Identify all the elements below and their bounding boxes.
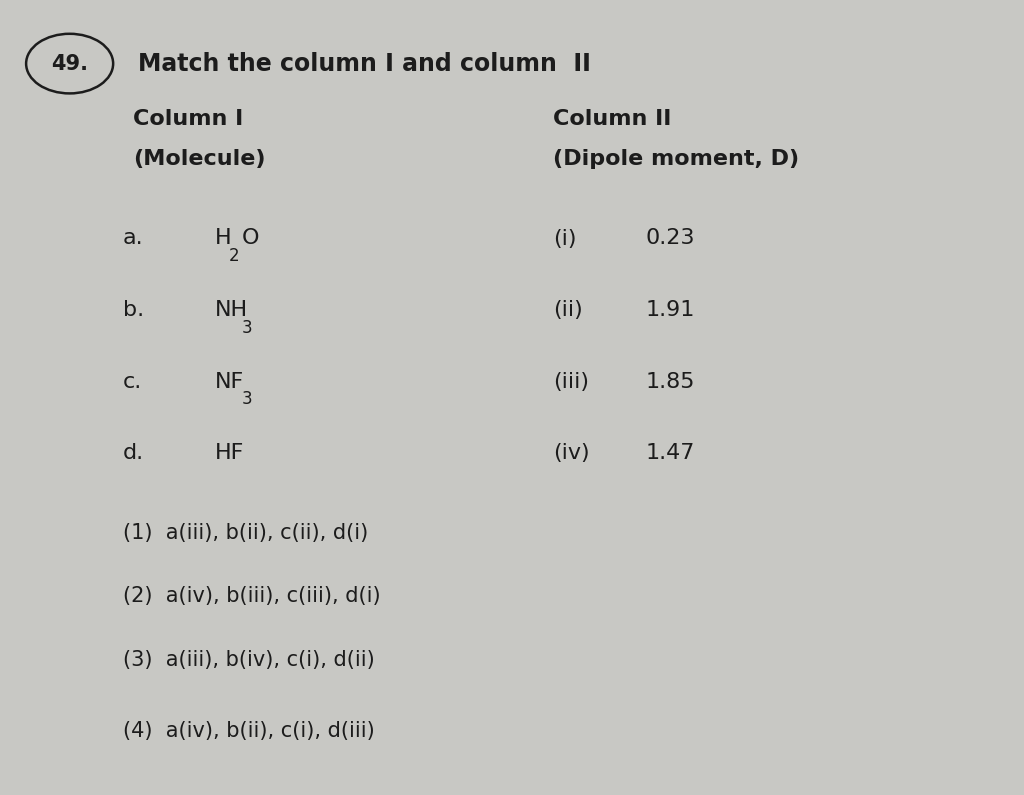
Text: (ii): (ii)	[553, 300, 583, 320]
Text: (Molecule): (Molecule)	[133, 149, 265, 169]
Text: a.: a.	[123, 228, 143, 249]
Text: 3: 3	[242, 319, 252, 336]
Text: 1.91: 1.91	[645, 300, 694, 320]
Text: (iv): (iv)	[553, 443, 590, 463]
Text: (Dipole moment, D): (Dipole moment, D)	[553, 149, 799, 169]
Text: (4)  a(iv), b(ii), c(i), d(iii): (4) a(iv), b(ii), c(i), d(iii)	[123, 721, 375, 742]
Text: 1.47: 1.47	[645, 443, 694, 463]
Text: Column I: Column I	[133, 109, 244, 130]
Text: H: H	[215, 228, 231, 249]
Text: (2)  a(iv), b(iii), c(iii), d(i): (2) a(iv), b(iii), c(iii), d(i)	[123, 586, 381, 607]
Text: Match the column I and column  II: Match the column I and column II	[138, 52, 591, 76]
Text: 0.23: 0.23	[645, 228, 694, 249]
Text: NH: NH	[215, 300, 248, 320]
Text: c.: c.	[123, 371, 142, 392]
Text: 1.85: 1.85	[645, 371, 694, 392]
Text: (i): (i)	[553, 228, 577, 249]
Text: O: O	[242, 228, 259, 249]
Text: (iii): (iii)	[553, 371, 589, 392]
Text: NF: NF	[215, 371, 245, 392]
Text: d.: d.	[123, 443, 144, 463]
Text: (1)  a(iii), b(ii), c(ii), d(i): (1) a(iii), b(ii), c(ii), d(i)	[123, 522, 369, 543]
Text: 49.: 49.	[51, 53, 88, 74]
Text: 3: 3	[242, 390, 252, 408]
Text: b.: b.	[123, 300, 144, 320]
Text: HF: HF	[215, 443, 245, 463]
Text: Column II: Column II	[553, 109, 672, 130]
Text: 2: 2	[228, 247, 239, 265]
Text: (3)  a(iii), b(iv), c(i), d(ii): (3) a(iii), b(iv), c(i), d(ii)	[123, 650, 375, 670]
